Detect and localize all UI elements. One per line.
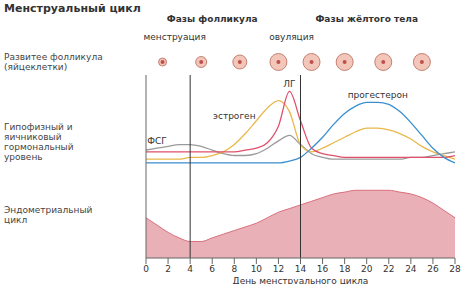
- svg-text:14: 14: [295, 264, 307, 274]
- svg-text:24: 24: [405, 264, 417, 274]
- html-text:Развитее фолликула (яйцеклетки: Развитее фолликула (яйцеклетки): [4, 52, 103, 72]
- svg-text:20: 20: [361, 264, 373, 274]
- svg-text:4: 4: [187, 264, 193, 274]
- svg-text:16: 16: [317, 264, 329, 274]
- svg-text:прогестерон: прогестерон: [348, 90, 408, 100]
- svg-text:26: 26: [427, 264, 439, 274]
- html-text:Менструальный цикл: Менструальный цикл: [4, 2, 141, 15]
- html-text:Эндометриальный цикл: Эндометриальный цикл: [4, 205, 93, 225]
- svg-text:10: 10: [251, 264, 263, 274]
- svg-text:28: 28: [449, 264, 461, 274]
- html-text:Гипофизный и яичниковый гормон: Гипофизный и яичниковый гормональный уро…: [4, 122, 74, 162]
- svg-text:День менструального цикла: День менструального цикла: [233, 276, 369, 284]
- svg-text:8: 8: [231, 264, 237, 274]
- svg-text:6: 6: [209, 264, 215, 274]
- svg-text:эстроген: эстроген: [213, 111, 256, 121]
- svg-text:2: 2: [165, 264, 171, 274]
- html-text:Фазы фолликула: Фазы фолликула: [166, 14, 258, 24]
- svg-text:0: 0: [143, 264, 149, 274]
- html-text:менструация: менструация: [143, 32, 206, 42]
- svg-text:18: 18: [339, 264, 351, 274]
- html-text:овуляция: овуляция: [269, 32, 314, 42]
- svg-text:ЛГ: ЛГ: [283, 79, 295, 89]
- svg-text:22: 22: [383, 264, 394, 274]
- svg-text:12: 12: [273, 264, 284, 274]
- html-text:Фазы жёлтого тела: Фазы жёлтого тела: [315, 14, 418, 24]
- svg-text:ФСГ: ФСГ: [147, 136, 167, 146]
